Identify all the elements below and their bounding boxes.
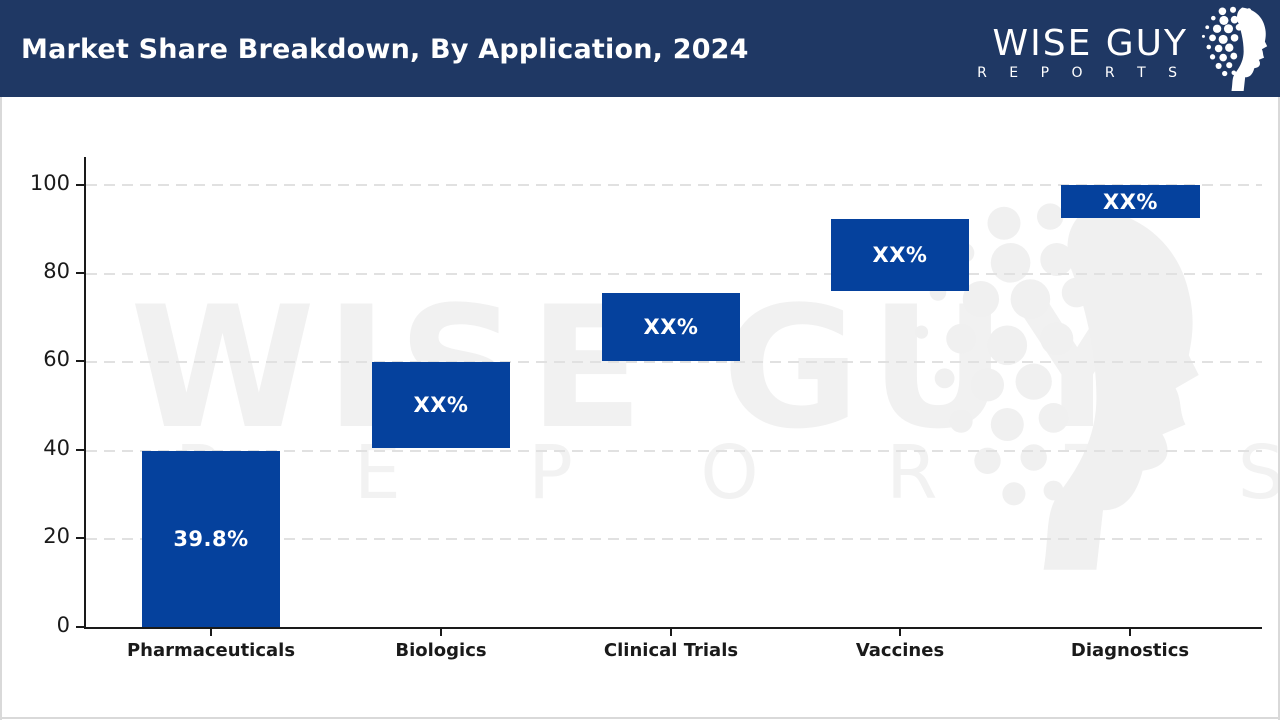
x-tick [440,629,442,636]
gridline [86,538,1262,540]
bar-vaccines: XX% [831,218,969,291]
bar-value-label: XX% [413,392,469,417]
page-border [0,717,1280,719]
x-axis-line [84,627,1262,629]
gridline [86,361,1262,363]
y-tick-label: 100 [29,171,70,195]
bar-value-label: XX% [1103,189,1158,214]
page-border [0,97,2,720]
y-tick [76,626,84,628]
bar-biologics: XX% [372,361,510,448]
x-tick [670,629,672,636]
x-tick [1129,629,1131,636]
y-tick-label: 80 [43,259,70,283]
gridline [86,450,1262,452]
bar-value-label: XX% [872,242,928,267]
y-tick [76,184,84,186]
y-tick [76,272,84,274]
y-tick-label: 60 [43,347,70,371]
x-tick [210,629,212,636]
y-tick-label: 0 [56,613,70,637]
bar-pharmaceuticals: 39.8% [142,451,280,627]
bar-value-label: XX% [643,315,699,339]
bar-diagnostics: XX% [1061,185,1200,218]
y-tick [76,449,84,451]
wise-guy-logo: WISE GUY R E P O R T S [977,6,1268,94]
x-axis-category-label: Biologics [395,640,487,661]
logo-text: WISE GUY R E P O R T S [977,23,1188,82]
x-axis-category-label: Pharmaceuticals [126,640,296,661]
y-tick-label: 20 [43,524,70,548]
bar-clinical-trials: XX% [602,293,740,361]
header-bar: Market Share Breakdown, By Application, … [0,0,1280,97]
y-tick [76,360,84,362]
head-silhouette-icon [1201,6,1268,91]
y-axis-line [84,157,86,628]
gridline [86,273,1262,275]
y-tick-label: 40 [43,436,70,460]
logo-wordmark: WISE GUY [992,23,1188,64]
page-border [1278,97,1280,720]
page-title: Market Share Breakdown, By Application, … [21,34,749,65]
x-axis-category-label: Diagnostics [1070,640,1190,661]
x-axis-category-label: Clinical Trials [603,640,739,661]
bar-value-label: 39.8% [173,527,249,552]
x-axis-category-label: Vaccines [855,640,945,661]
x-tick [899,629,901,636]
y-tick [76,537,84,539]
gridline [86,184,1262,186]
logo-subtitle: R E P O R T S [977,65,1186,81]
